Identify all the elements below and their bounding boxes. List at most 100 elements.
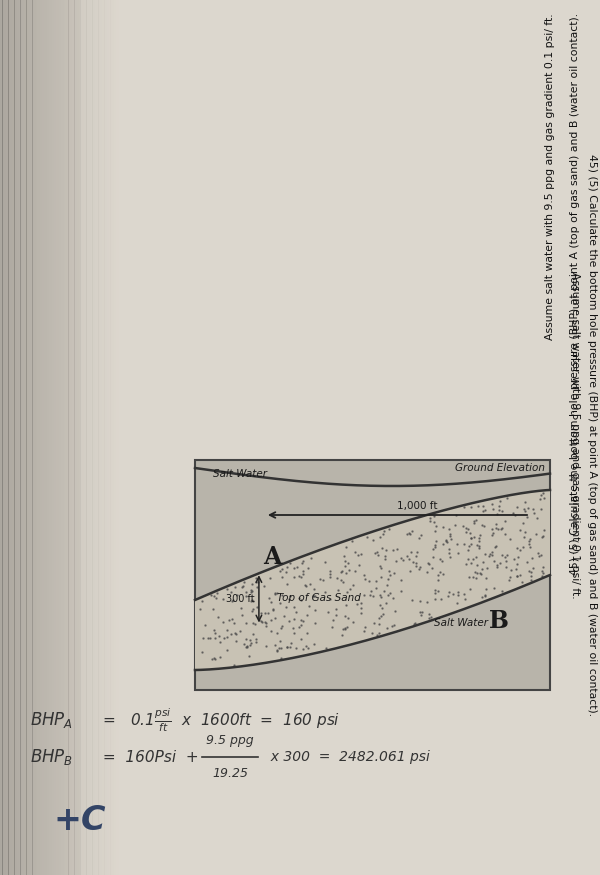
Bar bbox=[59, 0, 60, 875]
Text: A: A bbox=[263, 545, 281, 570]
Text: 300 ft: 300 ft bbox=[226, 594, 255, 604]
Bar bbox=[101, 0, 102, 875]
Bar bbox=[68, 0, 70, 875]
Text: Salt Water: Salt Water bbox=[213, 469, 267, 479]
Bar bbox=[64, 0, 65, 875]
Text: 19.25: 19.25 bbox=[212, 767, 248, 780]
Bar bbox=[6, 0, 7, 875]
Bar bbox=[42, 0, 43, 875]
Text: $BHP_B$: $BHP_B$ bbox=[30, 747, 73, 767]
Bar bbox=[195, 460, 550, 690]
Bar bbox=[17, 0, 18, 875]
Bar bbox=[11, 0, 12, 875]
Bar bbox=[29, 0, 30, 875]
Bar bbox=[36, 0, 37, 875]
Bar bbox=[40, 0, 41, 875]
Bar bbox=[48, 0, 49, 875]
Bar bbox=[77, 0, 78, 875]
Bar bbox=[71, 0, 72, 875]
Bar bbox=[91, 0, 92, 875]
Bar bbox=[61, 0, 62, 875]
Bar bbox=[95, 0, 96, 875]
Bar bbox=[18, 0, 19, 875]
Bar bbox=[35, 0, 36, 875]
Bar bbox=[54, 0, 55, 875]
Bar bbox=[80, 0, 600, 875]
Bar bbox=[112, 0, 113, 875]
Bar bbox=[96, 0, 97, 875]
Polygon shape bbox=[195, 490, 550, 670]
Bar bbox=[50, 0, 52, 875]
Bar bbox=[23, 0, 24, 875]
Bar bbox=[103, 0, 104, 875]
Bar bbox=[47, 0, 48, 875]
Bar bbox=[65, 0, 66, 875]
Bar bbox=[41, 0, 42, 875]
Bar bbox=[89, 0, 90, 875]
Bar bbox=[20, 0, 22, 875]
Bar bbox=[24, 0, 25, 875]
Text: 1,000 ft: 1,000 ft bbox=[397, 501, 438, 511]
Bar bbox=[107, 0, 108, 875]
Bar bbox=[34, 0, 35, 875]
Bar bbox=[76, 0, 77, 875]
Bar bbox=[44, 0, 46, 875]
Bar bbox=[46, 0, 47, 875]
Bar bbox=[56, 0, 58, 875]
Bar bbox=[16, 0, 17, 875]
Bar bbox=[85, 0, 86, 875]
Bar bbox=[113, 0, 114, 875]
Text: Top of Gas Sand: Top of Gas Sand bbox=[277, 593, 361, 604]
Bar bbox=[67, 0, 68, 875]
Text: Assume salt water with 9.5 ppg and gas gradient 0.1 psi/ ft.: Assume salt water with 9.5 ppg and gas g… bbox=[545, 13, 555, 340]
Bar bbox=[100, 0, 101, 875]
Bar bbox=[94, 0, 95, 875]
Bar bbox=[115, 0, 116, 875]
Bar bbox=[97, 0, 98, 875]
Bar bbox=[8, 0, 10, 875]
Bar bbox=[98, 0, 100, 875]
Bar bbox=[7, 0, 8, 875]
Bar bbox=[110, 0, 112, 875]
Bar bbox=[80, 0, 82, 875]
Bar bbox=[79, 0, 80, 875]
Text: 9.5 ppg: 9.5 ppg bbox=[206, 734, 254, 747]
Bar bbox=[82, 0, 83, 875]
Bar bbox=[116, 0, 118, 875]
Bar bbox=[5, 0, 6, 875]
Bar bbox=[60, 0, 61, 875]
Text: Salt Water: Salt Water bbox=[434, 618, 488, 628]
Bar bbox=[114, 0, 115, 875]
Bar bbox=[66, 0, 67, 875]
Bar bbox=[102, 0, 103, 875]
Text: x 300  =  2482.061 psi: x 300 = 2482.061 psi bbox=[262, 750, 430, 764]
Bar bbox=[37, 0, 38, 875]
Bar bbox=[38, 0, 40, 875]
Bar bbox=[92, 0, 94, 875]
Bar bbox=[31, 0, 32, 875]
Bar bbox=[70, 0, 71, 875]
Bar bbox=[90, 0, 91, 875]
Bar bbox=[73, 0, 74, 875]
Bar bbox=[13, 0, 14, 875]
Bar bbox=[62, 0, 64, 875]
Bar bbox=[86, 0, 88, 875]
Bar bbox=[32, 0, 34, 875]
Bar bbox=[25, 0, 26, 875]
Text: $BHP_A$: $BHP_A$ bbox=[30, 710, 73, 730]
Bar bbox=[12, 0, 13, 875]
Bar bbox=[19, 0, 20, 875]
Text: Assume salt water with 9.5 ppg and gas gradient 0.1 psi/ ft.: Assume salt water with 9.5 ppg and gas g… bbox=[570, 271, 580, 598]
Bar bbox=[55, 0, 56, 875]
Bar bbox=[83, 0, 84, 875]
Bar bbox=[26, 0, 28, 875]
Bar bbox=[10, 0, 11, 875]
Bar bbox=[88, 0, 89, 875]
Text: =  160Psi  +: = 160Psi + bbox=[98, 750, 203, 765]
Bar bbox=[4, 0, 5, 875]
Bar bbox=[104, 0, 106, 875]
Bar bbox=[106, 0, 107, 875]
Bar bbox=[14, 0, 16, 875]
Bar bbox=[72, 0, 73, 875]
Bar bbox=[43, 0, 44, 875]
